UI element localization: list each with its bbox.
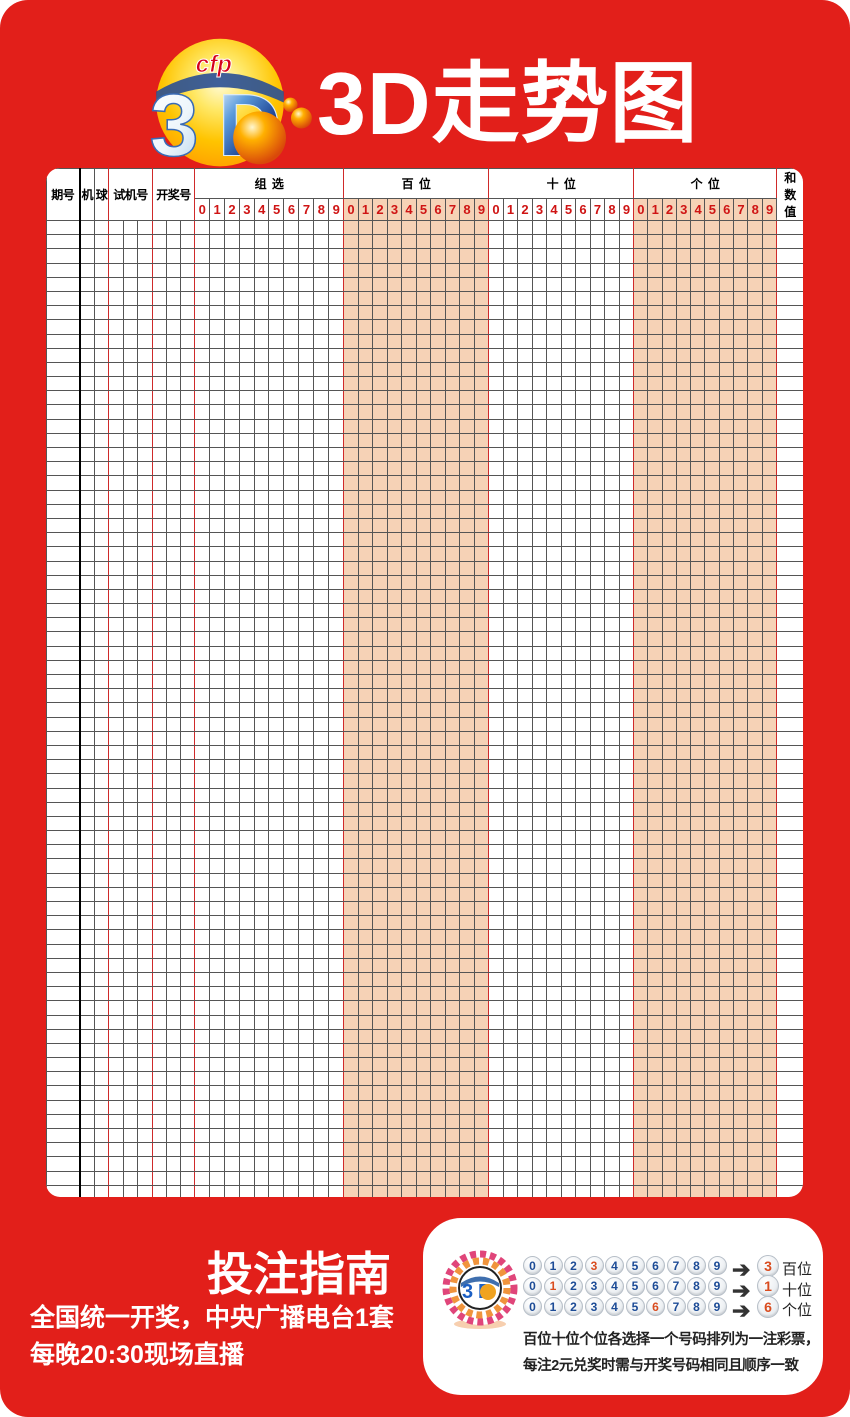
svg-text:3: 3 (462, 1281, 473, 1303)
